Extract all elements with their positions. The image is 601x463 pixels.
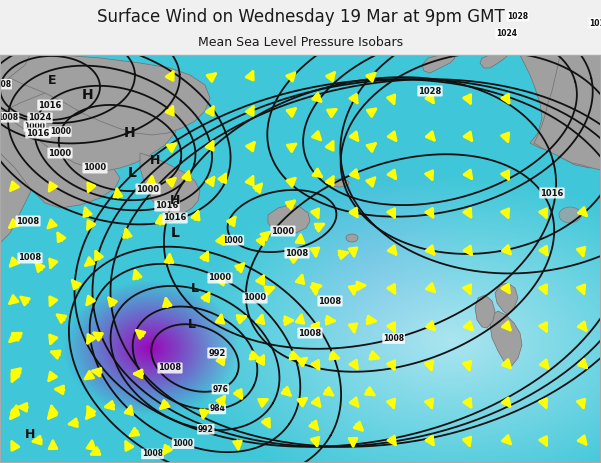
Polygon shape: [520, 55, 601, 168]
Polygon shape: [0, 55, 55, 243]
Ellipse shape: [331, 179, 349, 187]
Text: 1016: 1016: [38, 100, 62, 110]
Polygon shape: [495, 283, 518, 315]
Polygon shape: [480, 55, 508, 68]
Text: 1008: 1008: [0, 113, 19, 122]
Text: 1016: 1016: [540, 188, 564, 198]
Text: 992: 992: [209, 349, 226, 357]
Text: 1000: 1000: [50, 127, 71, 136]
Text: H: H: [82, 88, 94, 102]
Text: 1008: 1008: [285, 249, 308, 257]
Text: 1008: 1008: [19, 254, 41, 263]
Text: 1000: 1000: [84, 163, 106, 173]
Text: 1008: 1008: [0, 80, 11, 89]
Text: 1008: 1008: [142, 450, 163, 458]
Text: 1000: 1000: [49, 149, 72, 157]
Text: 1008: 1008: [299, 329, 322, 338]
Text: L: L: [171, 226, 180, 240]
Text: Surface Wind on Wednesday 19 Mar at 9pm GMT: Surface Wind on Wednesday 19 Mar at 9pm …: [97, 7, 504, 25]
Text: 1000: 1000: [222, 236, 243, 244]
Text: L: L: [127, 166, 136, 180]
Text: 1028: 1028: [507, 12, 528, 20]
Text: H: H: [150, 155, 160, 168]
Polygon shape: [0, 55, 30, 83]
Polygon shape: [0, 83, 180, 171]
Text: 1028: 1028: [418, 87, 442, 95]
Polygon shape: [0, 55, 120, 208]
Text: 1008: 1008: [16, 217, 40, 225]
Ellipse shape: [346, 234, 358, 242]
Text: 1008: 1008: [383, 334, 404, 343]
Text: 1000: 1000: [172, 439, 194, 448]
Text: 1000: 1000: [209, 274, 231, 282]
Text: 1008: 1008: [159, 363, 182, 373]
Text: 984: 984: [209, 405, 225, 413]
Text: L: L: [191, 282, 199, 294]
Text: 992: 992: [198, 425, 214, 434]
Text: 1024: 1024: [496, 29, 517, 38]
Text: L: L: [188, 319, 196, 332]
Polygon shape: [422, 55, 455, 73]
Polygon shape: [268, 205, 310, 235]
Text: 1016: 1016: [26, 129, 50, 138]
Polygon shape: [140, 153, 200, 215]
Text: H: H: [124, 126, 136, 140]
Polygon shape: [490, 311, 522, 368]
Text: 1016: 1016: [155, 201, 178, 211]
Text: Mean Sea Level Pressure Isobars: Mean Sea Level Pressure Isobars: [198, 37, 403, 50]
Ellipse shape: [559, 207, 581, 223]
Text: E: E: [47, 75, 56, 88]
Text: H: H: [170, 194, 180, 207]
Text: 1000: 1000: [272, 226, 294, 236]
Text: H: H: [25, 428, 35, 442]
Text: 1000: 1000: [25, 122, 45, 131]
Polygon shape: [475, 295, 495, 328]
Text: 976: 976: [212, 385, 228, 394]
Text: 1016: 1016: [163, 213, 187, 223]
Polygon shape: [0, 55, 210, 135]
Text: 1016: 1016: [590, 19, 601, 27]
Text: 1024: 1024: [28, 113, 52, 123]
Text: 1000: 1000: [243, 294, 267, 302]
Text: 1000: 1000: [136, 184, 159, 194]
Polygon shape: [534, 55, 601, 170]
Text: 1008: 1008: [319, 296, 341, 306]
